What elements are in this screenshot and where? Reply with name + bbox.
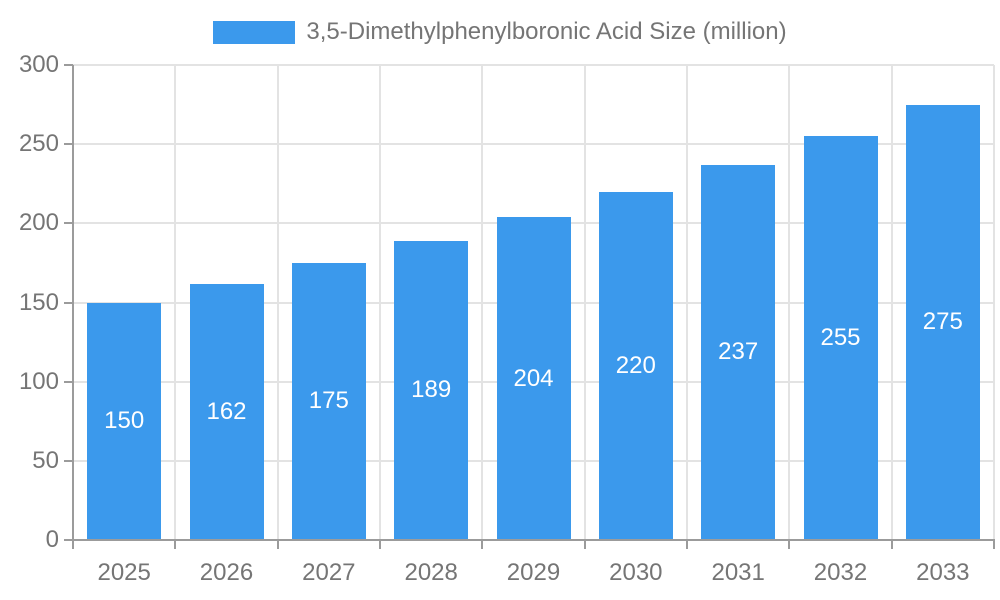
legend[interactable]: 3,5-Dimethylphenylboronic Acid Size (mil… bbox=[0, 18, 1000, 46]
x-axis-tick bbox=[379, 540, 381, 549]
v-gridline bbox=[276, 65, 279, 540]
y-axis-tick bbox=[64, 301, 73, 304]
bar-value-label: 275 bbox=[922, 308, 963, 336]
bar[interactable]: 189 bbox=[394, 240, 469, 540]
v-gridline bbox=[788, 65, 791, 540]
y-tick-label: 300 bbox=[18, 51, 59, 78]
v-gridline bbox=[583, 65, 586, 540]
y-tick-label: 0 bbox=[45, 526, 59, 553]
plot-area: 0 50 100 150 200 250 300 2025 150 2026 162 2027 175 2… bbox=[19, 51, 995, 586]
x-axis-tick bbox=[686, 540, 688, 549]
bar-value-label: 150 bbox=[104, 407, 145, 435]
h-gridline bbox=[73, 143, 994, 146]
x-tick-label: 2031 bbox=[711, 559, 765, 586]
x-axis-tick bbox=[174, 540, 177, 549]
bar[interactable]: 275 bbox=[905, 104, 980, 540]
x-tick-label: 2027 bbox=[302, 559, 356, 586]
bar[interactable]: 150 bbox=[87, 302, 162, 540]
bar-value-label: 204 bbox=[513, 364, 554, 392]
legend-label: 3,5-Dimethylphenylboronic Acid Size (mil… bbox=[306, 18, 787, 45]
bar[interactable]: 162 bbox=[189, 283, 264, 540]
v-gridline bbox=[481, 65, 484, 540]
x-axis-tick bbox=[890, 540, 893, 549]
x-axis-tick bbox=[993, 540, 995, 549]
x-tick-label: 2025 bbox=[97, 559, 151, 586]
bar[interactable]: 237 bbox=[701, 164, 776, 540]
v-gridline bbox=[686, 65, 688, 540]
bar[interactable]: 175 bbox=[291, 262, 366, 540]
legend-swatch bbox=[213, 20, 296, 44]
y-axis-line bbox=[72, 65, 74, 541]
x-tick-label: 2032 bbox=[813, 559, 868, 586]
y-tick-label: 250 bbox=[18, 130, 59, 158]
y-axis-tick bbox=[64, 459, 73, 462]
x-tick-label: 2029 bbox=[506, 559, 561, 586]
y-tick-label: 50 bbox=[32, 446, 59, 474]
x-tick-label: 2026 bbox=[199, 559, 254, 586]
bar-value-label: 175 bbox=[308, 387, 349, 415]
x-axis-tick bbox=[276, 540, 279, 549]
bar-value-label: 189 bbox=[411, 376, 452, 404]
x-tick-label: 2030 bbox=[609, 559, 663, 586]
y-axis-tick bbox=[64, 64, 73, 66]
y-tick-label: 150 bbox=[18, 288, 59, 316]
x-axis-tick bbox=[72, 540, 74, 549]
v-gridline bbox=[890, 65, 893, 540]
x-tick-label: 2028 bbox=[404, 559, 458, 586]
bar-value-label: 162 bbox=[206, 397, 247, 425]
bar[interactable]: 255 bbox=[803, 136, 878, 540]
bar-value-label: 220 bbox=[615, 351, 656, 379]
v-gridline bbox=[993, 65, 995, 540]
bar[interactable]: 220 bbox=[598, 191, 673, 540]
x-tick-label: 2033 bbox=[916, 559, 970, 586]
y-axis-tick bbox=[64, 380, 73, 383]
bar-value-label: 255 bbox=[820, 324, 861, 352]
y-tick-label: 100 bbox=[18, 367, 59, 395]
v-gridline bbox=[379, 65, 381, 540]
y-axis-tick bbox=[64, 539, 73, 541]
y-axis-tick bbox=[64, 143, 73, 146]
x-axis-tick bbox=[481, 540, 484, 549]
y-tick-label: 200 bbox=[18, 209, 59, 237]
x-axis-tick bbox=[788, 540, 791, 549]
bar[interactable]: 204 bbox=[496, 217, 571, 540]
h-gridline bbox=[73, 64, 994, 66]
v-gridline bbox=[174, 65, 177, 540]
bar-value-label: 237 bbox=[718, 338, 759, 366]
x-axis-line bbox=[72, 539, 995, 541]
x-axis-tick bbox=[583, 540, 586, 549]
y-axis-tick bbox=[64, 222, 73, 225]
